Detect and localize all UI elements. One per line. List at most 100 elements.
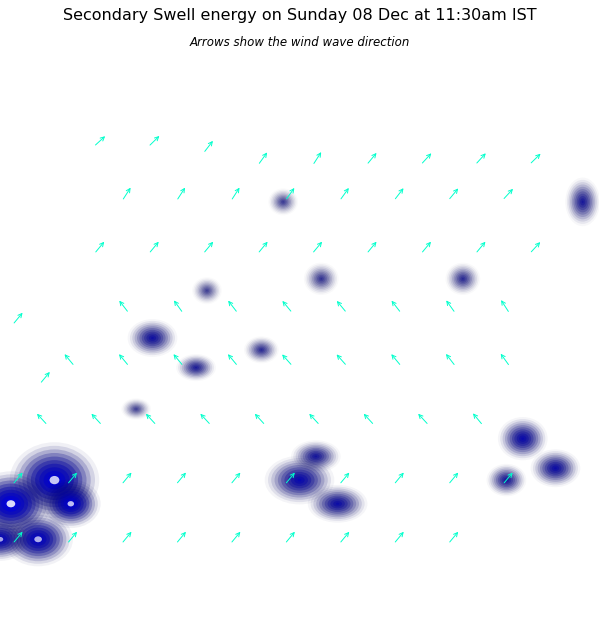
Ellipse shape xyxy=(184,359,208,376)
Ellipse shape xyxy=(256,346,267,354)
Ellipse shape xyxy=(498,473,515,487)
Ellipse shape xyxy=(298,479,301,481)
Ellipse shape xyxy=(191,365,201,371)
Ellipse shape xyxy=(128,403,144,415)
Ellipse shape xyxy=(268,458,331,502)
Ellipse shape xyxy=(554,467,557,469)
Ellipse shape xyxy=(294,442,338,471)
Ellipse shape xyxy=(0,537,3,541)
Ellipse shape xyxy=(310,453,322,460)
Ellipse shape xyxy=(325,496,350,512)
Ellipse shape xyxy=(195,367,197,368)
Ellipse shape xyxy=(452,269,474,289)
Ellipse shape xyxy=(250,342,272,358)
Ellipse shape xyxy=(298,445,334,468)
Ellipse shape xyxy=(68,501,74,507)
Ellipse shape xyxy=(536,453,576,484)
Ellipse shape xyxy=(130,321,175,355)
Ellipse shape xyxy=(0,536,4,543)
Ellipse shape xyxy=(288,472,311,488)
Ellipse shape xyxy=(310,269,332,289)
Ellipse shape xyxy=(0,484,36,524)
Ellipse shape xyxy=(507,425,539,452)
Ellipse shape xyxy=(0,489,28,518)
Ellipse shape xyxy=(180,357,212,378)
Ellipse shape xyxy=(515,431,531,446)
Ellipse shape xyxy=(196,281,217,301)
Ellipse shape xyxy=(307,451,324,462)
Ellipse shape xyxy=(319,276,324,281)
Ellipse shape xyxy=(302,448,329,465)
Ellipse shape xyxy=(52,489,89,519)
Ellipse shape xyxy=(501,476,512,484)
Ellipse shape xyxy=(146,333,159,342)
Ellipse shape xyxy=(570,184,595,219)
Ellipse shape xyxy=(203,287,211,294)
Ellipse shape xyxy=(0,471,51,536)
Ellipse shape xyxy=(462,278,464,280)
Ellipse shape xyxy=(294,477,305,484)
Ellipse shape xyxy=(261,349,262,351)
Ellipse shape xyxy=(540,456,571,480)
Ellipse shape xyxy=(455,272,470,286)
Ellipse shape xyxy=(7,500,15,507)
Ellipse shape xyxy=(0,522,24,557)
Ellipse shape xyxy=(300,446,331,467)
Ellipse shape xyxy=(252,343,271,357)
Ellipse shape xyxy=(13,520,63,559)
Ellipse shape xyxy=(567,180,598,224)
Ellipse shape xyxy=(459,275,467,283)
Ellipse shape xyxy=(278,465,321,495)
Ellipse shape xyxy=(0,526,19,553)
Ellipse shape xyxy=(282,201,284,203)
Ellipse shape xyxy=(257,347,265,353)
Ellipse shape xyxy=(132,406,140,411)
Ellipse shape xyxy=(271,460,328,500)
Ellipse shape xyxy=(35,463,74,496)
Ellipse shape xyxy=(178,356,214,380)
Ellipse shape xyxy=(488,465,525,495)
Ellipse shape xyxy=(26,530,50,548)
Ellipse shape xyxy=(271,191,295,213)
Ellipse shape xyxy=(573,189,592,215)
Ellipse shape xyxy=(307,266,335,292)
Ellipse shape xyxy=(580,198,585,205)
Ellipse shape xyxy=(503,477,509,482)
Ellipse shape xyxy=(0,493,25,515)
Ellipse shape xyxy=(317,275,325,283)
Ellipse shape xyxy=(181,358,210,377)
Ellipse shape xyxy=(44,482,98,526)
Ellipse shape xyxy=(510,427,536,450)
Ellipse shape xyxy=(336,503,339,505)
Ellipse shape xyxy=(505,423,540,454)
Ellipse shape xyxy=(58,493,84,514)
Ellipse shape xyxy=(189,363,203,372)
Ellipse shape xyxy=(582,200,583,204)
Ellipse shape xyxy=(0,532,10,547)
Ellipse shape xyxy=(281,467,318,493)
Ellipse shape xyxy=(151,337,154,339)
Ellipse shape xyxy=(7,515,69,564)
Ellipse shape xyxy=(281,200,285,204)
Ellipse shape xyxy=(142,330,164,346)
Ellipse shape xyxy=(187,362,205,373)
Ellipse shape xyxy=(503,421,543,456)
Ellipse shape xyxy=(48,474,61,486)
Ellipse shape xyxy=(0,487,32,521)
Ellipse shape xyxy=(0,477,43,530)
Ellipse shape xyxy=(278,197,288,207)
Ellipse shape xyxy=(517,434,529,444)
Ellipse shape xyxy=(50,476,59,484)
Ellipse shape xyxy=(491,467,522,493)
Ellipse shape xyxy=(330,499,345,508)
Ellipse shape xyxy=(568,182,597,222)
Ellipse shape xyxy=(33,535,43,543)
Ellipse shape xyxy=(579,196,587,208)
Ellipse shape xyxy=(31,460,78,500)
Ellipse shape xyxy=(500,475,513,486)
Ellipse shape xyxy=(186,361,207,375)
Ellipse shape xyxy=(450,267,476,290)
Ellipse shape xyxy=(193,366,199,370)
Ellipse shape xyxy=(577,193,589,210)
Ellipse shape xyxy=(0,530,13,548)
